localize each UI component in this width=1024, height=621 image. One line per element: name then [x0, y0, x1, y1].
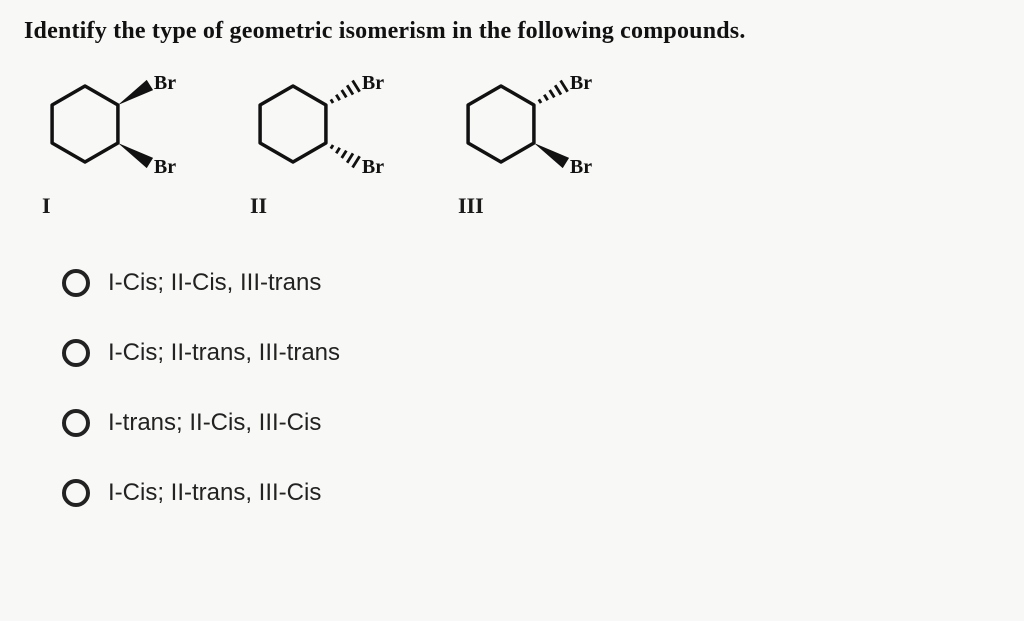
compound-numeral: I — [42, 193, 51, 219]
substituent-label: Br — [154, 156, 176, 178]
compound-structure: Br Br — [30, 59, 200, 189]
compound: Br Br III — [446, 59, 616, 219]
wedge-hash-icon — [539, 80, 568, 103]
compound: Br Br I — [30, 59, 200, 219]
wedge-solid-icon — [534, 143, 569, 168]
answer-option[interactable]: I-Cis; II-trans, III-Cis — [62, 479, 1000, 507]
option-text: I-Cis; II-trans, III-Cis — [108, 479, 321, 507]
answer-option[interactable]: I-Cis; II-trans, III-trans — [62, 339, 1000, 367]
page: Identify the type of geometric isomerism… — [0, 0, 1024, 507]
substituent-label: Br — [362, 156, 384, 178]
radio-icon[interactable] — [62, 269, 90, 297]
radio-icon[interactable] — [62, 339, 90, 367]
option-text: I-trans; II-Cis, III-Cis — [108, 409, 321, 437]
wedge-solid-icon — [118, 80, 153, 105]
question-text: Identify the type of geometric isomerism… — [24, 18, 1000, 45]
compound-structure: Br Br — [446, 59, 616, 189]
radio-icon[interactable] — [62, 479, 90, 507]
answer-option[interactable]: I-trans; II-Cis, III-Cis — [62, 409, 1000, 437]
wedge-hash-icon — [331, 80, 360, 103]
answer-option[interactable]: I-Cis; II-Cis, III-trans — [62, 269, 1000, 297]
cyclohexane-ring-icon — [468, 86, 534, 162]
compounds-row: Br Br I Br Br II Br Br III — [30, 59, 1000, 219]
compound-numeral: II — [250, 193, 267, 219]
compound-structure: Br Br — [238, 59, 408, 189]
options-list: I-Cis; II-Cis, III-trans I-Cis; II-trans… — [62, 269, 1000, 507]
compound: Br Br II — [238, 59, 408, 219]
radio-icon[interactable] — [62, 409, 90, 437]
substituent-label: Br — [154, 72, 176, 94]
substituent-label: Br — [570, 72, 592, 94]
cyclohexane-ring-icon — [52, 86, 118, 162]
substituent-label: Br — [570, 156, 592, 178]
wedge-solid-icon — [118, 143, 153, 168]
option-text: I-Cis; II-Cis, III-trans — [108, 269, 321, 297]
option-text: I-Cis; II-trans, III-trans — [108, 339, 340, 367]
cyclohexane-ring-icon — [260, 86, 326, 162]
substituent-label: Br — [362, 72, 384, 94]
wedge-hash-icon — [331, 145, 360, 168]
compound-numeral: III — [458, 193, 484, 219]
